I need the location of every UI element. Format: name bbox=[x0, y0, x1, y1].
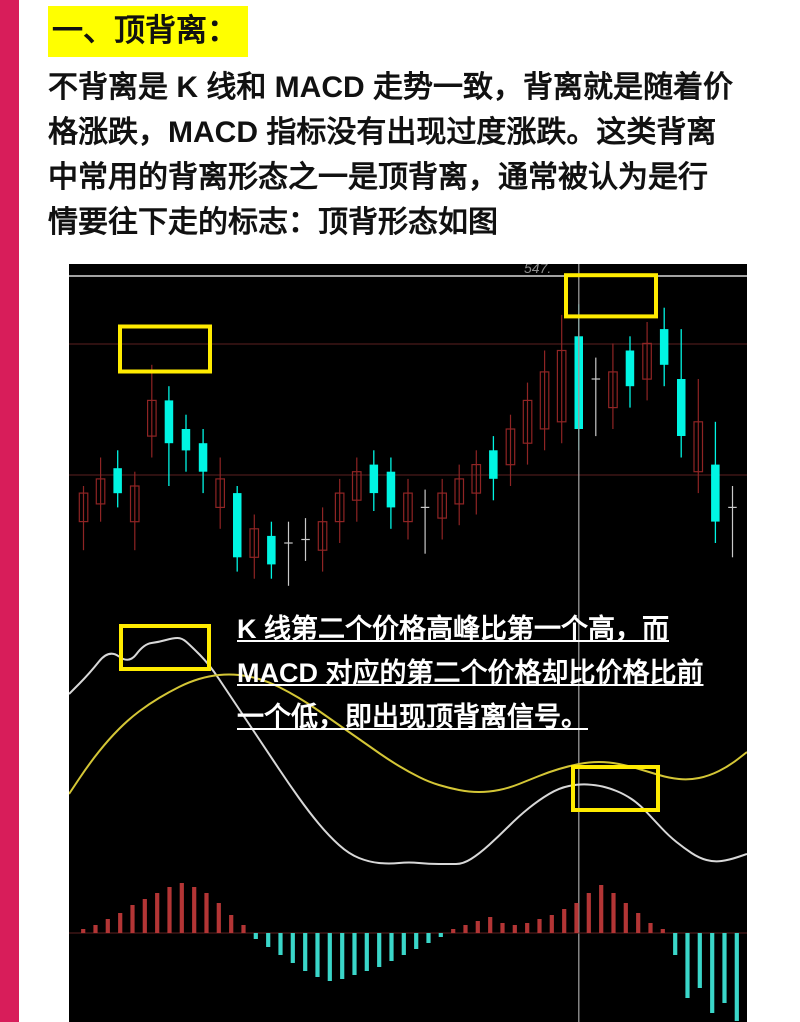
svg-text:547.: 547. bbox=[524, 264, 551, 276]
